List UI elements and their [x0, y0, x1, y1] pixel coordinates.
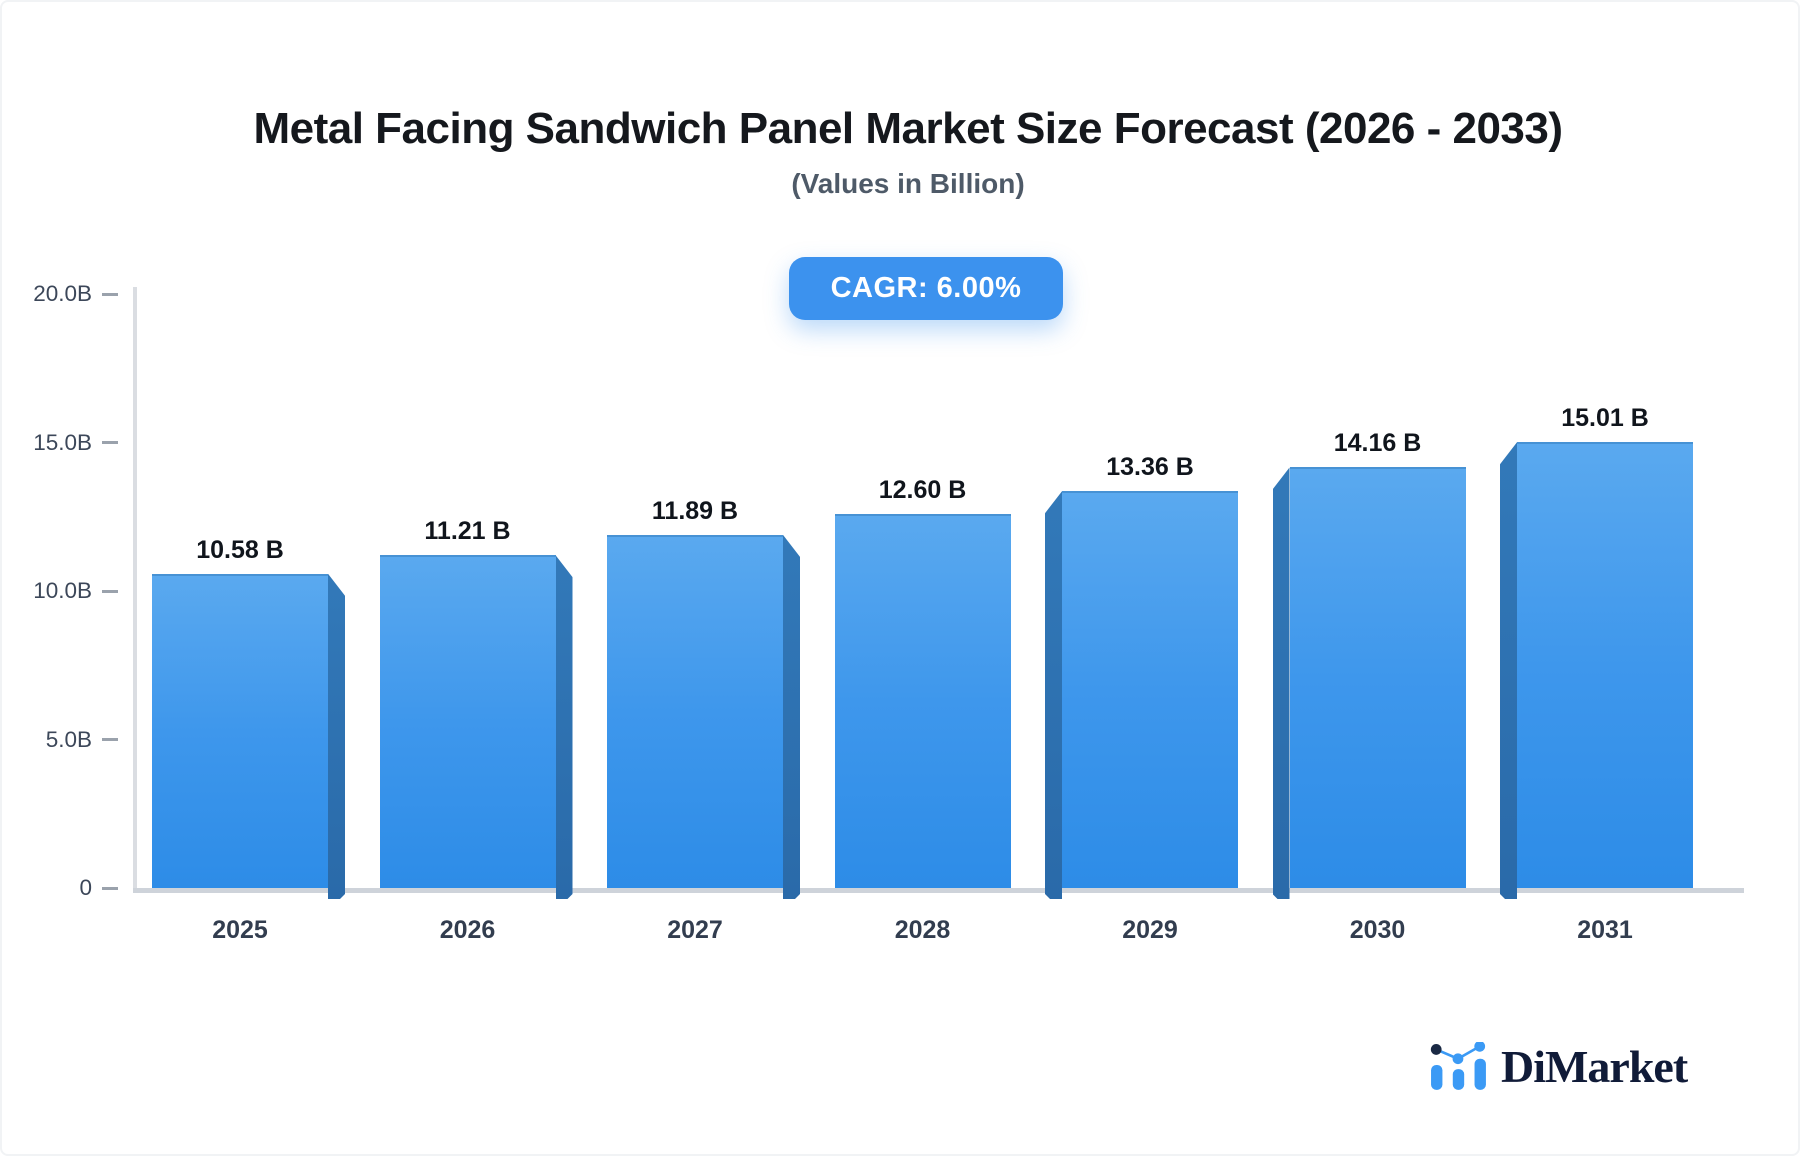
bar	[152, 573, 328, 888]
y-tick-label: 20.0B	[33, 281, 92, 306]
x-axis	[133, 888, 1744, 893]
bar	[1517, 442, 1693, 888]
cagr-badge: CAGR: 6.00%	[789, 257, 1063, 320]
y-tick-label: 15.0B	[33, 429, 92, 455]
x-tick-label: 2025	[212, 916, 268, 944]
bar	[1289, 467, 1466, 888]
y-tick-dash	[102, 886, 118, 890]
x-tick-label: 2027	[667, 916, 723, 944]
bar-side	[328, 574, 345, 899]
bar-side	[1045, 491, 1062, 899]
bar-value-label: 10.58 B	[196, 535, 284, 564]
bar-value-label: 15.01 B	[1561, 404, 1649, 433]
bar-value-label: 11.89 B	[651, 496, 739, 525]
chart-title: Metal Facing Sandwich Panel Market Size …	[253, 104, 1563, 153]
bar-side	[783, 535, 800, 899]
y-tick-label: 0	[79, 875, 92, 900]
bar	[379, 555, 556, 888]
y-tick-dash	[102, 738, 118, 741]
y-tick-dash	[102, 441, 118, 444]
x-tick-label: 2031	[1577, 916, 1633, 944]
y-tick-dash	[102, 292, 118, 296]
x-tick-label: 2030	[1349, 916, 1406, 944]
y-tick-dash	[102, 589, 118, 593]
y-axis	[133, 287, 137, 892]
bar-side	[1273, 467, 1290, 899]
bar-side	[1500, 442, 1517, 899]
y-tick-label: 10.0B	[33, 578, 92, 603]
bar	[834, 513, 1011, 888]
y-tick-label: 5.0B	[45, 726, 92, 752]
logo-text: DiMarket	[1501, 1041, 1688, 1092]
dimarket-logo: DiMarket	[1430, 1040, 1688, 1092]
x-tick-label: 2028	[894, 916, 951, 944]
bar-value-label: 12.60 B	[878, 475, 967, 504]
bar-side	[556, 555, 573, 899]
x-tick-label: 2029	[1122, 916, 1178, 944]
x-tick-label: 2026	[439, 916, 496, 944]
bar	[1062, 491, 1238, 888]
bar	[607, 534, 783, 888]
bar-value-label: 13.36 B	[1106, 453, 1194, 482]
chart-subtitle: (Values in Billion)	[791, 168, 1025, 199]
bar-value-label: 11.21 B	[424, 517, 511, 546]
bar-value-label: 14.16 B	[1333, 429, 1422, 458]
cagr-badge-label: CAGR: 6.00%	[830, 272, 1022, 304]
bar-chart-logo-icon	[1430, 1040, 1488, 1090]
